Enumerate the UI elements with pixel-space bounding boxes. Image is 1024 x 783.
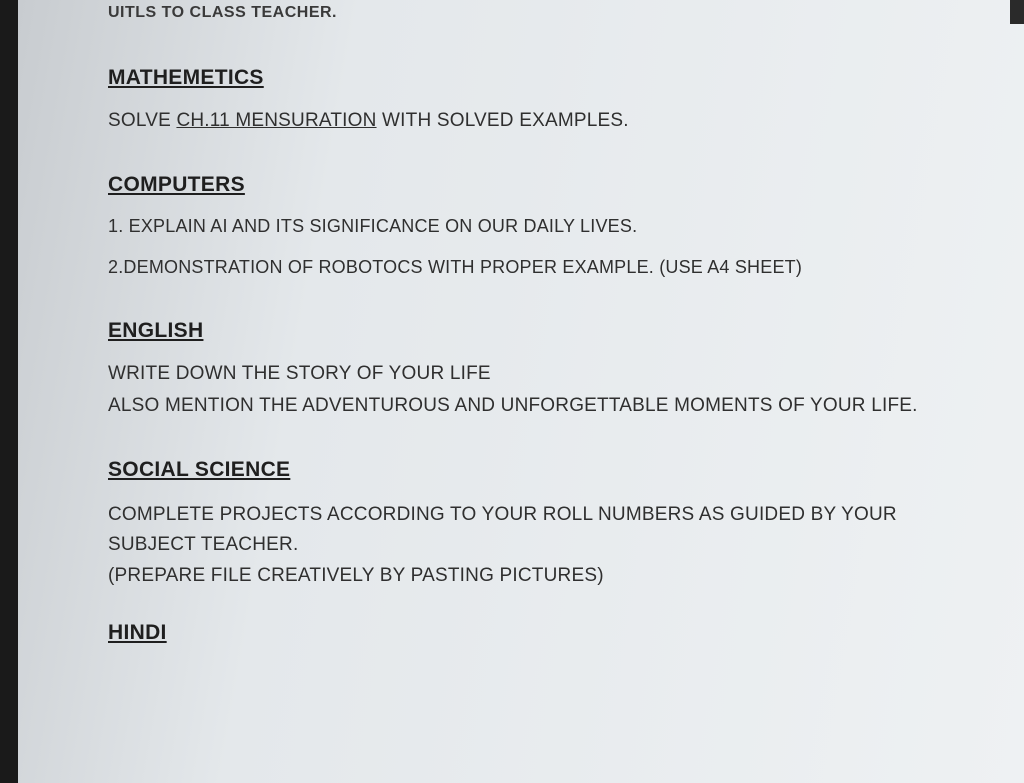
heading-mathematics: MATHEMETICS [108, 66, 964, 90]
section-english: ENGLISH WRITE DOWN THE STORY OF YOUR LIF… [108, 319, 964, 420]
section-social-science: SOCIAL SCIENCE COMPLETE PROJECTS ACCORDI… [108, 458, 964, 590]
mathematics-instruction: SOLVE CH.11 MENSURATION WITH SOLVED EXAM… [108, 106, 964, 135]
heading-computers: COMPUTERS [108, 173, 964, 197]
english-line-1: WRITE DOWN THE STORY OF YOUR LIFE [108, 359, 964, 388]
cutoff-previous-line: UITLS TO CLASS TEACHER. [108, 0, 964, 28]
social-science-line-1: COMPLETE PROJECTS ACCORDING TO YOUR ROLL… [108, 500, 964, 559]
section-computers: COMPUTERS 1. EXPLAIN AI AND ITS SIGNIFIC… [108, 173, 964, 281]
section-mathematics: MATHEMETICS SOLVE CH.11 MENSURATION WITH… [108, 66, 964, 135]
computers-item-1: 1. EXPLAIN AI AND ITS SIGNIFICANCE ON OU… [108, 213, 964, 240]
heading-social-science: SOCIAL SCIENCE [108, 458, 964, 482]
math-chapter-reference: CH.11 MENSURATION [176, 110, 376, 131]
document-page: UITLS TO CLASS TEACHER. MATHEMETICS SOLV… [0, 0, 1024, 783]
heading-english: ENGLISH [108, 319, 964, 343]
screen-edge-artifact [1010, 0, 1024, 24]
english-line-2: ALSO MENTION THE ADVENTUROUS AND UNFORGE… [108, 391, 964, 420]
math-prefix-text: SOLVE [108, 110, 176, 131]
social-science-line-2: (PREPARE FILE CREATIVELY BY PASTING PICT… [108, 561, 964, 590]
section-hindi: HINDI [108, 621, 964, 645]
heading-hindi: HINDI [108, 621, 964, 645]
math-suffix-text: WITH SOLVED EXAMPLES. [377, 110, 629, 131]
computers-item-2: 2.DEMONSTRATION OF ROBOTOCS WITH PROPER … [108, 254, 964, 281]
